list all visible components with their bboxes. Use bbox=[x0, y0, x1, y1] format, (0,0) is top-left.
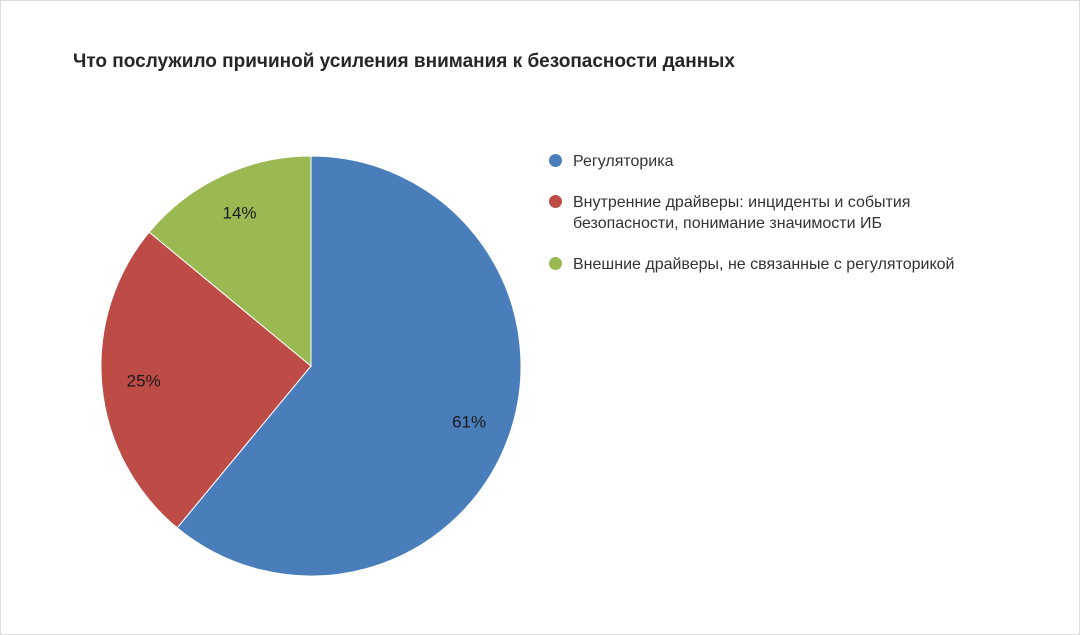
legend-label-3: Внешние драйверы, не связанные с регулят… bbox=[573, 255, 955, 273]
pie-slice-1 bbox=[176, 155, 522, 577]
legend-item-2: Внутренние драйверы: инциденты и события… bbox=[549, 192, 1019, 235]
pie-label-1: 61% bbox=[452, 412, 486, 431]
pie-chart: 61% 25% 14% bbox=[100, 155, 522, 577]
pie-slice-2 bbox=[100, 231, 312, 529]
pie-chart-area: 61% 25% 14% bbox=[91, 146, 531, 586]
chart-title: Что послужило причиной усиления внимания… bbox=[73, 51, 735, 72]
legend-marker-3 bbox=[549, 256, 562, 270]
pie-slice-3 bbox=[148, 155, 312, 368]
legend-item-3: Внешние драйверы, не связанные с регулят… bbox=[549, 254, 1019, 276]
legend-marker-2 bbox=[549, 194, 562, 208]
legend-label-2: Внутренние драйверы: инциденты и события… bbox=[573, 193, 911, 233]
legend-marker-1 bbox=[549, 154, 562, 167]
pie-label-2: 25% bbox=[127, 371, 161, 390]
pie-label-3: 14% bbox=[222, 203, 256, 222]
legend-label-1: Регуляторика bbox=[573, 153, 674, 170]
legend: Регуляторика Внутренние драйверы: инциден… bbox=[549, 151, 1019, 275]
legend-item-1: Регуляторика bbox=[549, 151, 1019, 173]
